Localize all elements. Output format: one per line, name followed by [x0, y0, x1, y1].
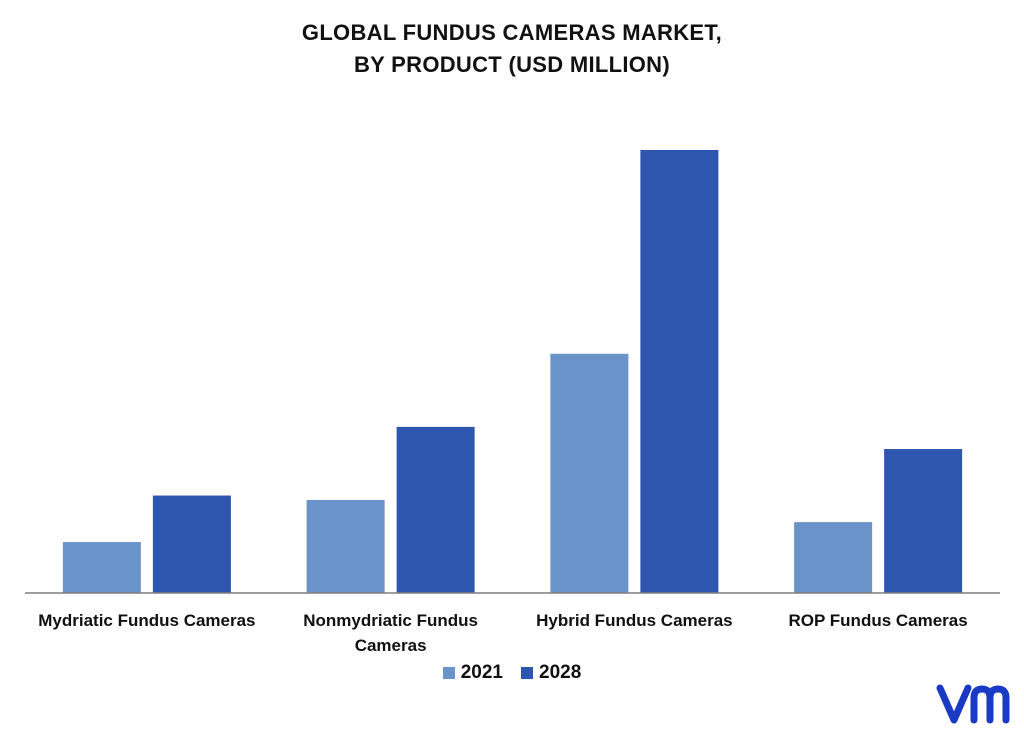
legend-swatch-2028 — [521, 667, 533, 679]
legend-label-2021: 2021 — [460, 662, 503, 683]
legend-item-2021: 2021 — [442, 662, 503, 684]
brand-logo — [936, 684, 1010, 724]
bar-2028-3 — [884, 449, 963, 593]
bar-2021-1 — [306, 499, 385, 593]
legend-item-2028: 2028 — [521, 662, 581, 684]
chart-title-line-1: GLOBAL FUNDUS CAMERAS MARKET, — [301, 20, 723, 45]
bar-2021-3 — [794, 522, 873, 593]
x-tick-label-2: Hybrid Fundus Cameras — [536, 611, 733, 630]
chart-title-line-2: BY PRODUCT (USD MILLION) — [353, 52, 670, 77]
bar-2028-0 — [152, 495, 231, 593]
x-tick-label-3: ROP Fundus Cameras — [789, 611, 968, 630]
legend-swatch-2021 — [442, 667, 455, 679]
legend: 2021 2028 — [0, 662, 1024, 684]
bar-2028-1 — [396, 426, 475, 593]
x-tick-label-0: Mydriatic Fundus Cameras — [38, 611, 255, 630]
legend-label-2028: 2028 — [539, 662, 582, 683]
bar-2021-0 — [62, 542, 141, 593]
bar-2028-2 — [640, 150, 719, 593]
bar-2021-2 — [550, 353, 629, 593]
x-tick-label-1: Nonmydriatic Fundus Cameras — [303, 611, 478, 655]
